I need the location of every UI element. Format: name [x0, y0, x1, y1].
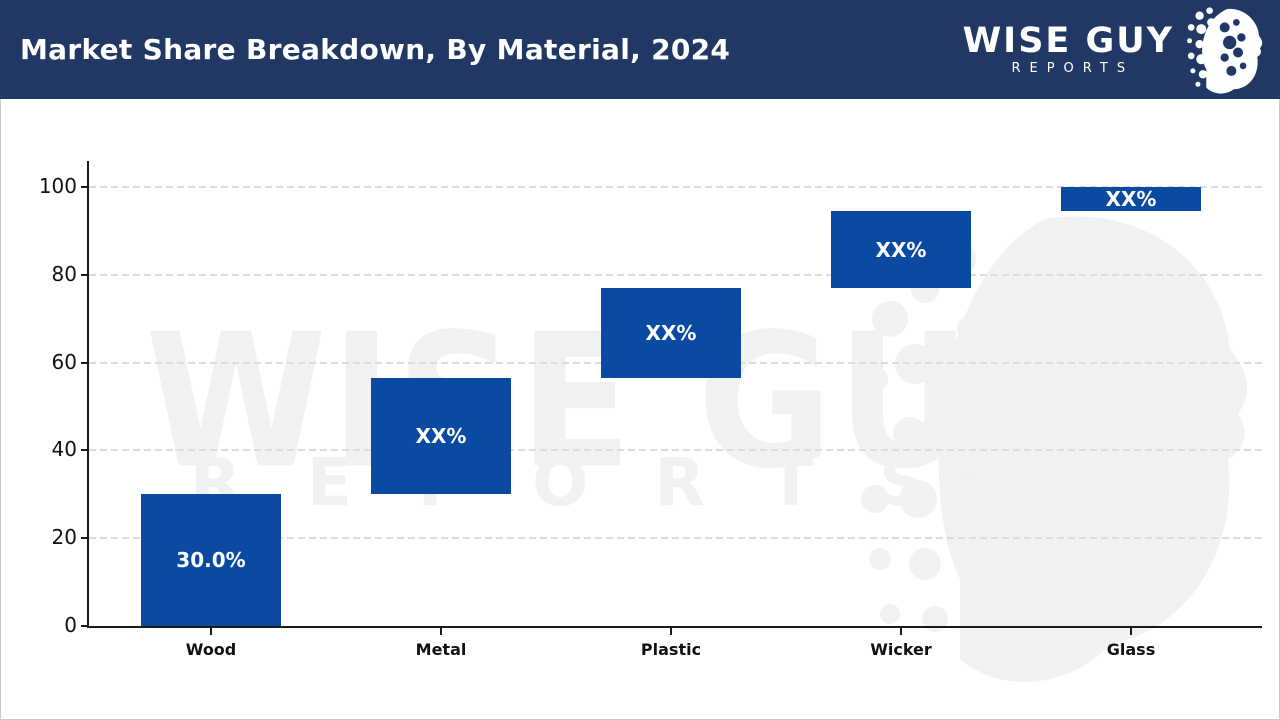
header: Market Share Breakdown, By Material, 202…	[0, 0, 1280, 99]
bar-value-label-wood: 30.0%	[176, 548, 246, 573]
y-axis-line	[87, 161, 89, 628]
y-tick-mark-0	[81, 625, 88, 627]
bar-plastic: XX%	[601, 287, 741, 378]
x-tick-mark-metal	[440, 628, 442, 635]
bar-value-label-glass: XX%	[1105, 187, 1157, 212]
gridline-80	[89, 273, 1262, 276]
bar-glass: XX%	[1061, 187, 1201, 212]
x-axis-line	[87, 626, 1262, 628]
gridline-20	[89, 537, 1262, 540]
y-tick-label-40: 40	[51, 437, 77, 462]
y-tick-mark-40	[81, 449, 88, 452]
x-tick-label-wood: Wood	[185, 640, 237, 659]
gridline-100	[89, 186, 1262, 188]
x-tick-label-metal: Metal	[415, 640, 467, 659]
y-tick-label-60: 60	[51, 349, 77, 374]
bar-value-label-plastic: XX%	[645, 320, 697, 345]
logo-text: WISE GUY REPORTS	[962, 20, 1174, 77]
bar-wicker: XX%	[831, 211, 971, 288]
y-tick-label-100: 100	[38, 174, 77, 198]
y-tick-label-80: 80	[51, 261, 77, 286]
page-border-left	[0, 99, 1, 720]
page-title: Market Share Breakdown, By Material, 202…	[20, 33, 731, 66]
y-tick-mark-60	[81, 361, 88, 364]
x-tick-mark-wicker	[900, 628, 902, 635]
wiseguy-logo: WISE GUY REPORTS	[963, 4, 1280, 96]
x-tick-mark-wood	[210, 628, 212, 635]
bar-wood: 30.0%	[141, 494, 281, 626]
watermark-head-icon	[859, 216, 1248, 682]
x-tick-mark-glass	[1130, 628, 1132, 635]
y-tick-label-0: 0	[64, 613, 77, 637]
logo-head-icon	[1187, 6, 1263, 94]
x-tick-label-glass: Glass	[1106, 640, 1156, 659]
y-tick-mark-80	[81, 273, 88, 276]
y-tick-label-20: 20	[51, 525, 77, 550]
y-tick-mark-20	[81, 537, 88, 540]
logo-wordmark: WISE GUY	[962, 20, 1174, 61]
x-tick-label-plastic: Plastic	[640, 640, 702, 659]
x-tick-label-wicker: Wicker	[870, 640, 932, 659]
watermark-subtext: REPORTS	[190, 444, 993, 521]
bar-value-label-wicker: XX%	[875, 237, 927, 262]
gridline-40	[89, 449, 1262, 452]
bar-metal: XX%	[371, 377, 511, 495]
x-tick-mark-plastic	[670, 628, 672, 635]
y-tick-mark-100	[81, 186, 88, 188]
bar-value-label-metal: XX%	[415, 424, 467, 449]
logo-subtitle: REPORTS	[1011, 61, 1135, 77]
chart-area: WISE GUY REPORTS 0 20 40 60 80 100 30.0% Wood XX…	[0, 99, 1280, 720]
